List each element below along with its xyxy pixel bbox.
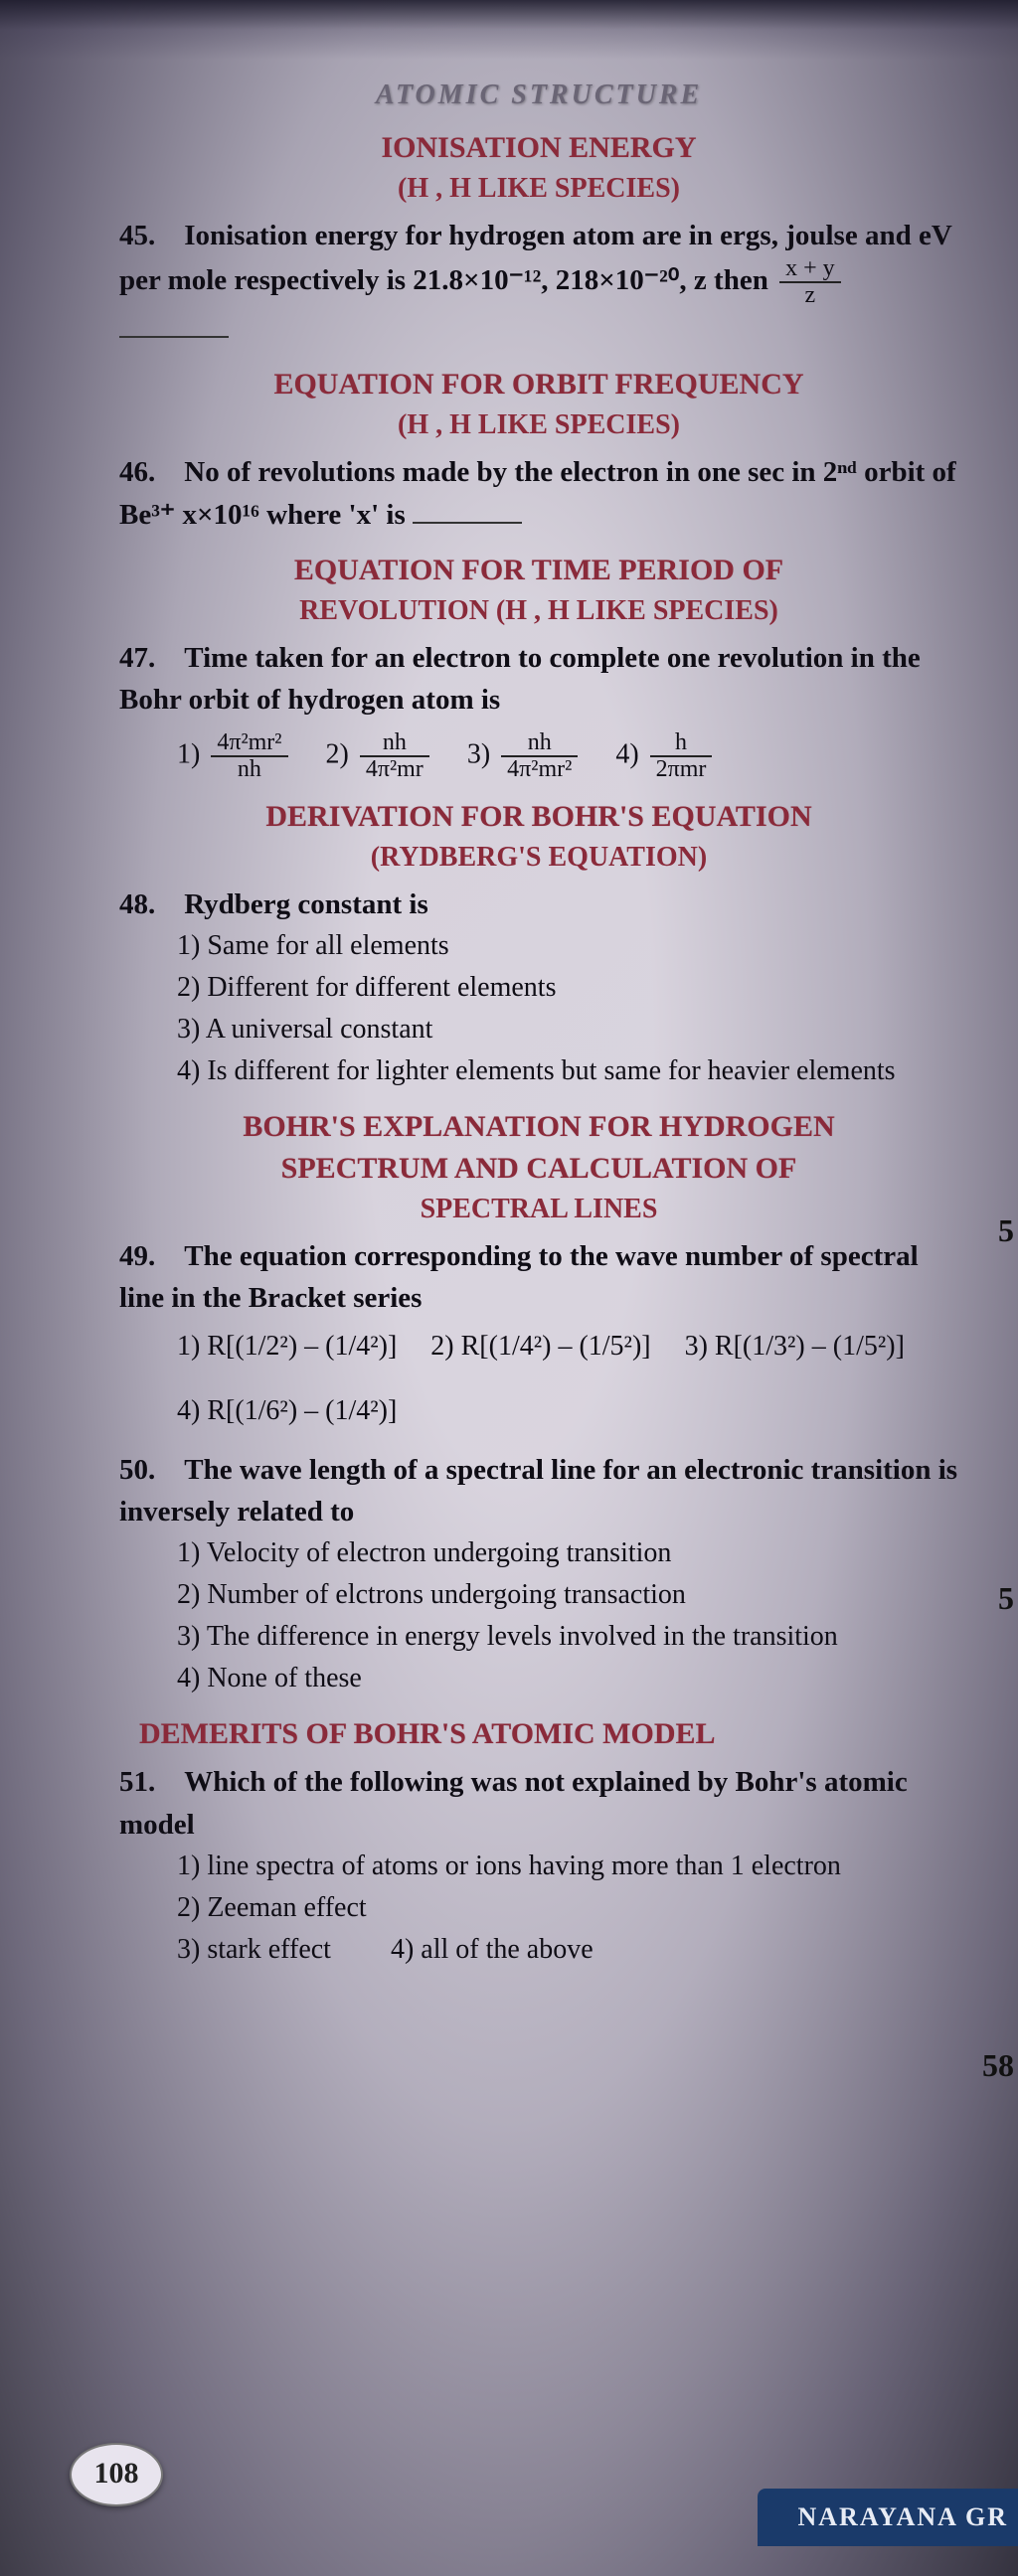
q49-opt3: 3) R[(1/3²) – (1/5²)] — [685, 1327, 905, 1368]
side-marker-5a: 5 — [998, 1212, 1014, 1249]
chapter-title: ATOMIC STRUCTURE — [119, 80, 958, 111]
question-51: 51. Which of the following was not expla… — [119, 1761, 958, 1970]
section-bohr-derivation-sub: (RYDBERG'S EQUATION) — [119, 842, 958, 874]
question-47: 47. Time taken for an electron to comple… — [119, 637, 958, 782]
q45-fraction: x + y z — [779, 256, 841, 308]
side-marker-58: 58 — [982, 2047, 1014, 2084]
q45-frac-den: z — [779, 283, 841, 308]
q47-opt1: 1) 4π²mr²nh — [177, 730, 292, 782]
question-49: 49. The equation corresponding to the wa… — [119, 1235, 958, 1431]
q49-opt1: 1) R[(1/2²) – (1/4²)] — [177, 1327, 397, 1368]
q45-blank — [119, 336, 229, 338]
q49-opt2: 2) R[(1/4²) – (1/5²)] — [430, 1327, 650, 1368]
q47-o3-num: nh — [501, 730, 578, 757]
q45-frac-num: x + y — [779, 256, 841, 283]
section-orbit-frequency-sub: (H , H LIKE SPECIES) — [119, 409, 958, 441]
q47-opt3: 3) nh4π²mr² — [467, 730, 583, 782]
section-bohr-hydrogen-l3: SPECTRAL LINES — [119, 1194, 958, 1225]
q48-opt2: 2) Different for different elements — [177, 967, 958, 1009]
q49-opt4: 4) R[(1/6²) – (1/4²)] — [177, 1391, 397, 1432]
q50-options: 1) Velocity of electron undergoing trans… — [177, 1532, 958, 1699]
q46-number: 46. — [119, 451, 177, 493]
q47-o1-num: 4π²mr² — [211, 730, 287, 757]
q50-opt4: 4) None of these — [177, 1658, 958, 1699]
section-time-period: EQUATION FOR TIME PERIOD OF — [119, 554, 958, 587]
section-bohr-hydrogen: BOHR'S EXPLANATION FOR HYDROGEN — [119, 1110, 958, 1144]
q50-number: 50. — [119, 1449, 177, 1491]
section-time-period-sub: REVOLUTION (H , H LIKE SPECIES) — [119, 595, 958, 627]
q46-text: No of revolutions made by the electron i… — [119, 456, 956, 530]
publisher-label: NARAYANA GR — [758, 2489, 1018, 2546]
q47-o2-den: 4π²mr — [360, 757, 429, 782]
side-marker-5b: 5 — [998, 1580, 1014, 1617]
q47-opt4: 4) h2πmr — [615, 730, 716, 782]
section-ionisation-energy-sub: (H , H LIKE SPECIES) — [119, 173, 958, 205]
q47-o4-label: 4) — [615, 738, 645, 769]
q47-o3-den: 4π²mr² — [501, 757, 578, 782]
q48-opt1: 1) Same for all elements — [177, 925, 958, 967]
page-number-badge: 108 — [70, 2443, 163, 2506]
q48-number: 48. — [119, 884, 177, 925]
q50-opt2: 2) Number of elctrons undergoing transac… — [177, 1574, 958, 1616]
q47-o2-label: 2) — [326, 738, 356, 769]
q47-text: Time taken for an electron to complete o… — [119, 642, 921, 716]
q51-text: Which of the following was not explained… — [119, 1766, 908, 1840]
q47-number: 47. — [119, 637, 177, 679]
q47-o2-num: nh — [360, 730, 429, 757]
textbook-page: ATOMIC STRUCTURE IONISATION ENERGY (H , … — [0, 0, 1018, 2576]
q47-opt2: 2) nh4π²mr — [326, 730, 433, 782]
q48-opt3: 3) A universal constant — [177, 1009, 958, 1050]
q49-number: 49. — [119, 1235, 177, 1277]
q49-text: The equation corresponding to the wave n… — [119, 1240, 919, 1314]
q51-number: 51. — [119, 1761, 177, 1803]
section-demerits: DEMERITS OF BOHR'S ATOMIC MODEL — [139, 1717, 958, 1751]
question-46: 46. No of revolutions made by the electr… — [119, 451, 958, 535]
section-ionisation-energy: IONISATION ENERGY — [119, 131, 958, 165]
q51-opt4: 4) all of the above — [391, 1929, 594, 1971]
question-50: 50. The wave length of a spectral line f… — [119, 1449, 958, 1699]
q45-number: 45. — [119, 215, 177, 256]
section-bohr-hydrogen-l2: SPECTRUM AND CALCULATION OF — [119, 1152, 958, 1186]
q48-text: Rydberg constant is — [184, 888, 428, 920]
q51-opt1: 1) line spectra of atoms or ions having … — [177, 1846, 958, 1887]
q48-options: 1) Same for all elements 2) Different fo… — [177, 925, 958, 1092]
question-45: 45. Ionisation energy for hydrogen atom … — [119, 215, 958, 350]
q51-opt3: 3) stark effect — [177, 1929, 331, 1971]
section-bohr-derivation: DERIVATION FOR BOHR'S EQUATION — [119, 800, 958, 834]
section-orbit-frequency: EQUATION FOR ORBIT FREQUENCY — [119, 368, 958, 402]
q47-o1-den: nh — [211, 757, 287, 782]
q47-options: 1) 4π²mr²nh 2) nh4π²mr 3) nh4π²mr² 4) h2… — [177, 730, 958, 782]
q47-o4-den: 2πmr — [650, 757, 713, 782]
question-48: 48. Rydberg constant is 1) Same for all … — [119, 884, 958, 1092]
q50-text: The wave length of a spectral line for a… — [119, 1454, 957, 1528]
q48-opt4: 4) Is different for lighter elements but… — [177, 1050, 958, 1092]
q50-opt1: 1) Velocity of electron undergoing trans… — [177, 1532, 958, 1574]
q46-blank — [413, 522, 522, 524]
q50-opt3: 3) The difference in energy levels invol… — [177, 1616, 958, 1658]
q47-o1-label: 1) — [177, 738, 207, 769]
q49-options: 1) R[(1/2²) – (1/4²)] 2) R[(1/4²) – (1/5… — [177, 1327, 958, 1431]
q51-options: 1) line spectra of atoms or ions having … — [177, 1846, 958, 1971]
q51-opt2: 2) Zeeman effect — [177, 1887, 958, 1929]
q47-o3-label: 3) — [467, 738, 497, 769]
q47-o4-num: h — [650, 730, 713, 757]
top-border-decor — [0, 0, 1018, 60]
